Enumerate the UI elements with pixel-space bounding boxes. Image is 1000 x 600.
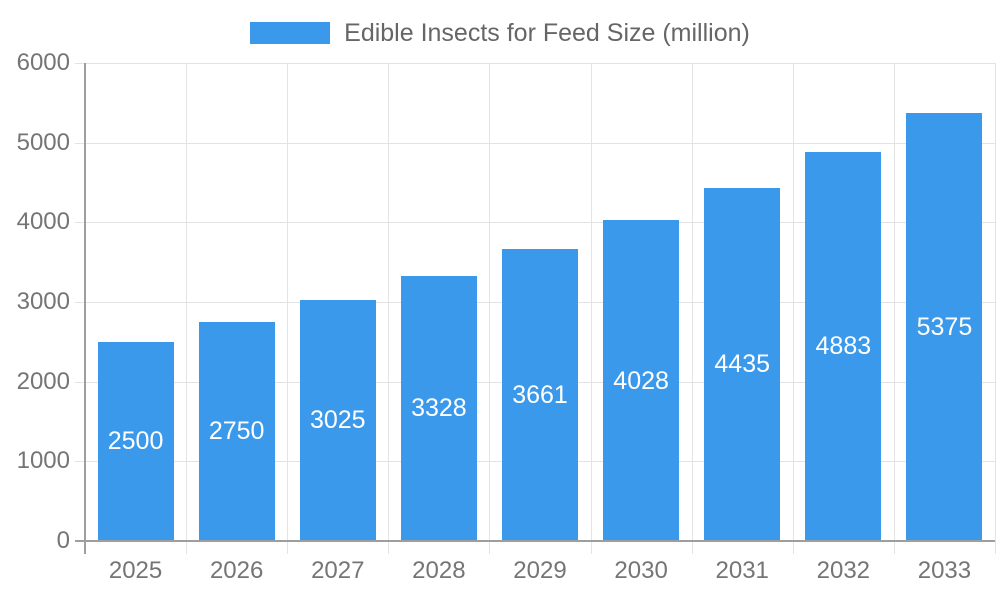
y-tick-label: 3000 — [16, 288, 70, 315]
x-gridline — [792, 63, 794, 554]
y-gridline — [75, 222, 995, 224]
x-gridline — [590, 63, 592, 554]
x-axis-line — [75, 540, 995, 542]
x-tick-label: 2032 — [816, 557, 871, 584]
bar[interactable]: 3661 — [502, 249, 578, 541]
bar-value-label: 4883 — [815, 332, 872, 361]
x-gridline — [691, 63, 693, 554]
legend-swatch — [250, 22, 331, 44]
x-gridline — [287, 63, 289, 554]
bar-value-label: 5375 — [916, 312, 973, 341]
y-axis-line — [84, 63, 86, 554]
y-tick-label: 4000 — [16, 208, 70, 236]
y-tick-label: 1000 — [16, 447, 70, 475]
bar[interactable]: 5375 — [906, 112, 983, 541]
y-tick-label: 6000 — [16, 49, 70, 76]
bar-value-label: 2750 — [208, 417, 265, 446]
x-gridline — [388, 63, 390, 554]
x-gridline — [489, 63, 491, 554]
x-tick-label: 2030 — [614, 557, 668, 584]
x-tick-label: 2028 — [412, 557, 466, 584]
y-gridline — [75, 63, 995, 64]
x-gridline — [893, 63, 895, 554]
y-gridline — [75, 142, 995, 144]
bar[interactable]: 3025 — [299, 300, 376, 541]
x-tick-label: 2029 — [513, 557, 567, 584]
bar-value-label: 4435 — [714, 350, 771, 379]
x-tick-label: 2031 — [715, 557, 769, 584]
legend-label: Edible Insects for Feed Size (million) — [344, 19, 750, 47]
x-tick-label: 2027 — [311, 557, 365, 584]
bar-value-label: 4028 — [613, 366, 669, 395]
y-tick-label: 2000 — [16, 367, 70, 395]
y-tick-label: 0 — [56, 527, 70, 554]
bar-value-label: 2500 — [107, 427, 164, 456]
bar[interactable]: 4028 — [603, 220, 680, 541]
x-tick-label: 2033 — [917, 557, 972, 584]
y-tick-label: 5000 — [16, 128, 70, 156]
legend[interactable]: Edible Insects for Feed Size (million) — [0, 20, 1000, 46]
bar-value-label: 3025 — [309, 406, 366, 435]
x-gridline — [186, 63, 188, 554]
x-gridline — [995, 63, 996, 554]
x-tick-label: 2025 — [108, 557, 163, 584]
x-tick-label: 2026 — [209, 557, 264, 584]
bar[interactable]: 3328 — [400, 275, 477, 541]
bar[interactable]: 4883 — [805, 151, 882, 541]
bar[interactable]: 2500 — [97, 341, 174, 541]
bar[interactable]: 2750 — [198, 321, 275, 541]
bar[interactable]: 4435 — [704, 187, 781, 541]
bar-value-label: 3328 — [411, 394, 467, 423]
bar-value-label: 3661 — [512, 381, 568, 410]
